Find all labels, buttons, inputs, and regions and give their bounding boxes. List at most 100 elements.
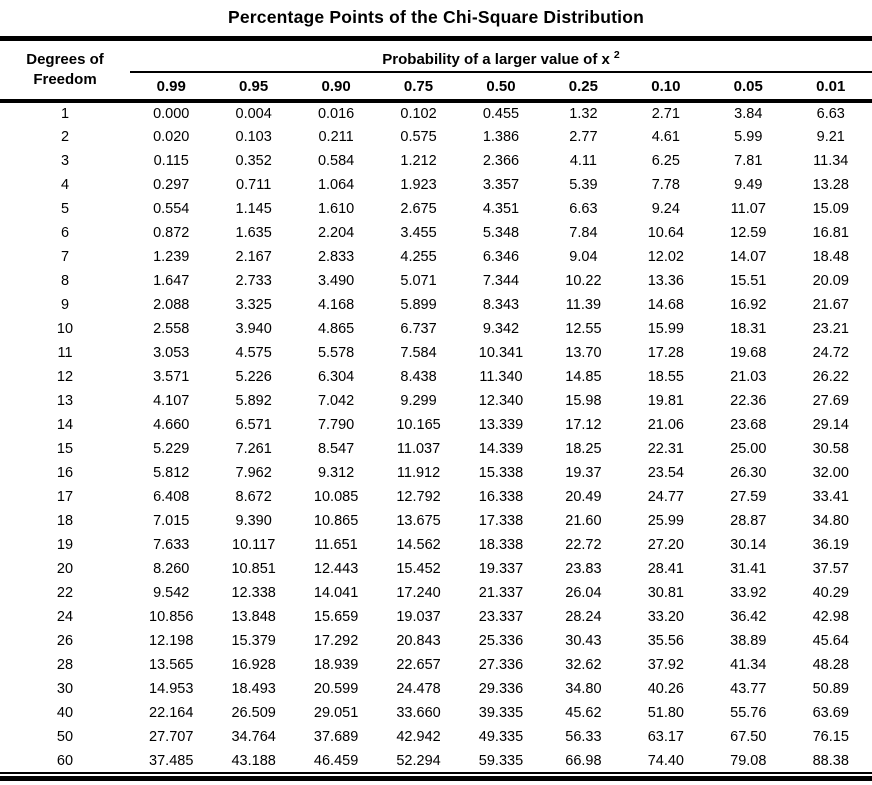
value-cell: 21.60 <box>565 513 602 529</box>
value-cell: 13.675 <box>396 513 441 529</box>
value-cell: 42.98 <box>812 609 849 625</box>
value-cell: 0.115 <box>153 153 189 169</box>
value-cell: 24.72 <box>812 345 849 361</box>
value-cell: 2.204 <box>317 225 355 241</box>
value-cell: 3.455 <box>400 225 437 241</box>
value-cell: 33.660 <box>396 705 441 721</box>
value-cell: 3.84 <box>734 106 763 122</box>
value-cell: 18.25 <box>565 441 602 457</box>
value-cell: 7.84 <box>569 225 598 241</box>
value-cell: 7.042 <box>317 393 355 409</box>
table-row: 60 37.485 43.188 46.459 52.294 59.335 66.98 74.… <box>0 749 872 773</box>
value-cell: 17.338 <box>478 513 524 529</box>
value-cell: 4.107 <box>153 393 190 409</box>
value-cell: 8.547 <box>317 441 355 457</box>
value-cell: 25.99 <box>647 513 684 529</box>
df-cell: 30 <box>56 681 74 697</box>
value-cell: 1.239 <box>153 249 190 265</box>
column-header-row: 0.99 0.95 0.90 0.75 0.50 0.25 0.10 0.05 0.01 <box>0 72 872 103</box>
table-row: 17 6.408 8.672 10.085 12.792 16.338 20.49 24.77… <box>0 485 872 509</box>
value-cell: 4.168 <box>317 297 355 313</box>
value-cell: 29.14 <box>812 417 849 433</box>
value-cell: 5.812 <box>153 465 190 481</box>
value-cell: 15.659 <box>313 609 359 625</box>
table-row: 9 2.088 3.325 4.168 5.899 8.343 11.39 14.68 16.9… <box>0 293 872 317</box>
value-cell: 0.020 <box>153 129 190 145</box>
value-cell: 6.63 <box>816 106 845 122</box>
table-row: 12 3.571 5.226 6.304 8.438 11.340 14.85 18.55 21… <box>0 365 872 389</box>
value-cell: 43.188 <box>231 752 276 769</box>
value-cell: 1.145 <box>235 201 272 217</box>
value-cell: 22.36 <box>730 393 767 409</box>
value-cell: 10.856 <box>149 609 194 625</box>
value-cell: 16.81 <box>812 225 849 241</box>
df-cell: 2 <box>60 129 70 145</box>
value-cell: 36.19 <box>812 537 849 553</box>
value-cell: 8.260 <box>153 561 190 577</box>
probability-column-header: 0.99 <box>130 72 213 103</box>
df-cell: 22 <box>56 585 74 601</box>
value-cell: 2.733 <box>235 273 272 289</box>
value-cell: 40.29 <box>812 585 849 601</box>
value-cell: 10.165 <box>396 417 441 433</box>
value-cell: 0.297 <box>153 177 190 193</box>
value-cell: 27.707 <box>149 729 194 745</box>
value-cell: 0.584 <box>317 153 355 169</box>
value-cell: 48.28 <box>812 657 849 673</box>
df-cell: 13 <box>56 393 74 409</box>
value-cell: 9.542 <box>153 585 190 601</box>
value-cell: 2.71 <box>651 106 680 122</box>
value-cell: 13.565 <box>149 657 194 673</box>
value-cell: 15.338 <box>478 465 524 481</box>
df-cell: 17 <box>56 489 74 505</box>
value-cell: 6.571 <box>235 417 272 433</box>
value-cell: 13.70 <box>565 345 602 361</box>
df-cell: 3 <box>60 153 70 169</box>
value-cell: 1.064 <box>317 177 355 193</box>
value-cell: 37.92 <box>647 657 684 673</box>
table-row: 7 1.239 2.167 2.833 4.255 6.346 9.04 12.02 14.07… <box>0 245 872 269</box>
value-cell: 7.81 <box>734 153 763 169</box>
value-cell: 26.30 <box>730 465 767 481</box>
value-cell: 18.939 <box>313 657 359 673</box>
value-cell: 6.304 <box>317 369 355 385</box>
probability-header-text: Probability of a larger value of x <box>382 51 610 68</box>
df-cell: 24 <box>56 609 74 625</box>
value-cell: 25.00 <box>730 441 767 457</box>
value-cell: 2.675 <box>400 201 437 217</box>
df-cell: 50 <box>56 729 74 745</box>
value-cell: 31.41 <box>730 561 767 577</box>
value-cell: 37.689 <box>313 729 359 745</box>
df-header-line1: Degrees of <box>26 50 104 68</box>
value-cell: 1.923 <box>400 177 437 193</box>
df-cell: 19 <box>56 537 74 553</box>
df-cell: 40 <box>56 705 74 721</box>
value-cell: 76.15 <box>812 729 849 745</box>
value-cell: 9.24 <box>651 201 680 217</box>
table-row: 3 0.115 0.352 0.584 1.212 2.366 4.11 6.25 7.81 11… <box>0 149 872 173</box>
value-cell: 11.037 <box>396 441 441 457</box>
value-cell: 9.49 <box>734 177 763 193</box>
value-cell: 18.55 <box>647 369 684 385</box>
value-cell: 29.051 <box>313 705 359 721</box>
value-cell: 14.562 <box>396 537 441 553</box>
probability-column-header: 0.95 <box>212 72 295 103</box>
value-cell: 22.31 <box>647 441 684 457</box>
table-row: 18 7.015 9.390 10.865 13.675 17.338 21.60 25.99… <box>0 509 872 533</box>
value-cell: 9.21 <box>816 129 845 145</box>
value-cell: 0.000 <box>153 106 190 122</box>
probability-column-header: 0.01 <box>789 72 872 103</box>
value-cell: 67.50 <box>730 729 767 745</box>
value-cell: 11.39 <box>565 297 602 313</box>
value-cell: 52.294 <box>396 752 441 769</box>
df-cell: 14 <box>56 417 74 433</box>
df-cell: 11 <box>57 345 73 361</box>
value-cell: 10.865 <box>313 513 359 529</box>
value-cell: 88.38 <box>812 752 849 769</box>
value-cell: 17.12 <box>565 417 602 433</box>
bottom-double-rule <box>0 776 872 781</box>
df-cell: 10 <box>56 321 74 337</box>
value-cell: 24.478 <box>396 681 441 697</box>
value-cell: 12.55 <box>565 321 602 337</box>
table-row: 30 14.953 18.493 20.599 24.478 29.336 34.80 40.… <box>0 677 872 701</box>
